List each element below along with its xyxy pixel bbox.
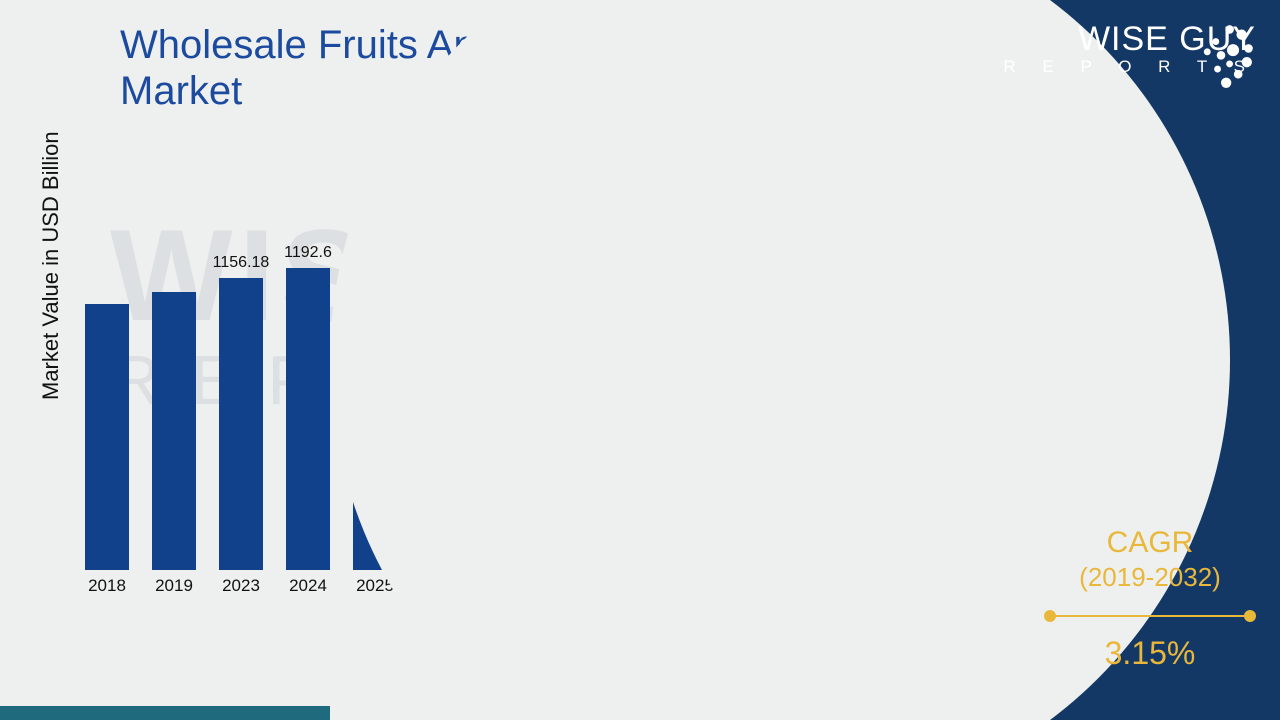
x-axis-tick: 2024 xyxy=(289,576,327,596)
bar xyxy=(286,268,330,570)
x-axis-tick: 2018 xyxy=(88,576,126,596)
cagr-separator xyxy=(1050,615,1250,617)
footer-accent-bar xyxy=(0,706,330,720)
bar xyxy=(219,278,263,570)
right-panel: WISE GUY R E P O R T S CAGR (2019-2032) … xyxy=(970,0,1280,720)
bar-value-label: 1156.18 xyxy=(213,254,270,272)
bar-value-label: 1192.6 xyxy=(284,244,332,262)
cagr-value: 3.15% xyxy=(1020,635,1280,672)
x-axis-tick: 2019 xyxy=(155,576,193,596)
x-axis-tick: 2023 xyxy=(222,576,260,596)
cagr-range: (2019-2032) xyxy=(1020,562,1280,593)
head-dots-icon xyxy=(1178,14,1264,100)
bar xyxy=(85,304,129,570)
cagr-block: CAGR (2019-2032) 3.15% xyxy=(1020,526,1280,672)
bar xyxy=(152,292,196,570)
y-axis-label: Market Value in USD Billion xyxy=(38,131,64,400)
brand-logo: WISE GUY R E P O R T S xyxy=(986,20,1256,77)
cagr-label: CAGR xyxy=(1020,526,1280,560)
